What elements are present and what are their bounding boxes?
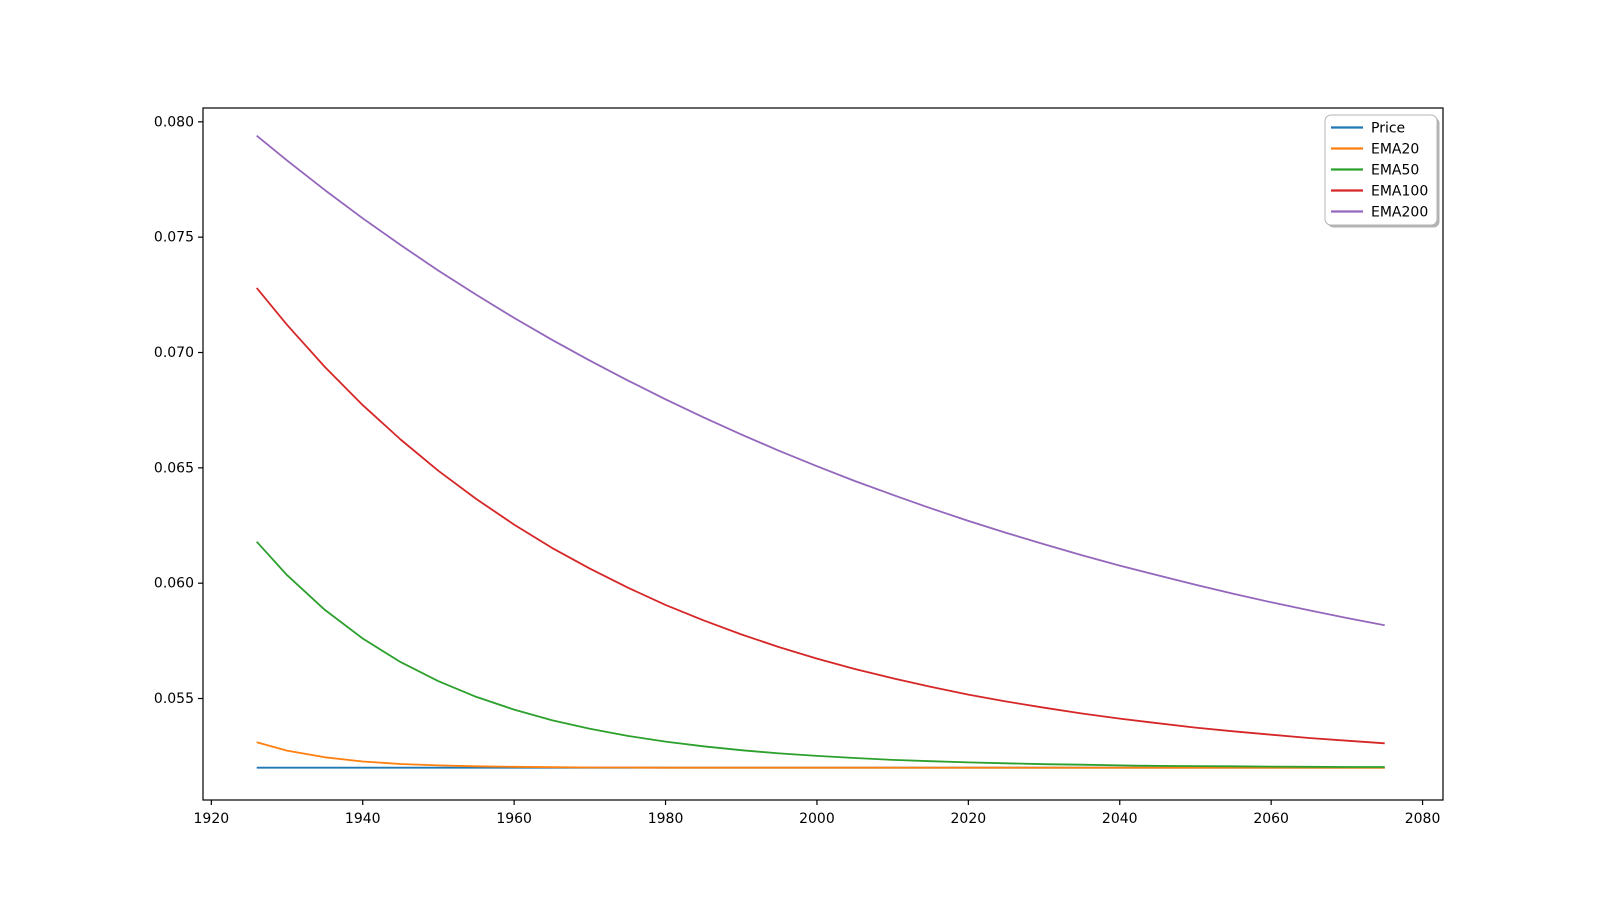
legend-item-ema100: EMA100 xyxy=(1331,184,1428,200)
legend-label: Price xyxy=(1371,121,1405,137)
line-ema100 xyxy=(256,287,1385,745)
x-tick-label: 2080 xyxy=(1405,811,1441,827)
legend: Price EMA20 EMA50 EMA100 EMA200 xyxy=(1324,114,1440,228)
plot-frame xyxy=(202,107,1444,801)
legend-item-ema50: EMA50 xyxy=(1331,163,1419,179)
line-ema20 xyxy=(256,741,1385,769)
legend-label: EMA100 xyxy=(1371,184,1428,200)
y-tick-label: 0.075 xyxy=(154,230,194,246)
x-tick-label: 1960 xyxy=(496,811,532,827)
x-tick-label: 2040 xyxy=(1102,811,1138,827)
x-tick-label: 1980 xyxy=(648,811,684,827)
legend-box xyxy=(1324,114,1438,226)
legend-label: EMA20 xyxy=(1371,142,1419,158)
legend-item-ema200: EMA200 xyxy=(1331,205,1428,221)
x-tick-label: 2060 xyxy=(1253,811,1289,827)
line-ema200 xyxy=(256,135,1385,627)
y-tick-label: 0.080 xyxy=(154,114,194,130)
line-ema50 xyxy=(256,541,1385,768)
x-tick-label: 1920 xyxy=(194,811,230,827)
y-tick-label: 0.060 xyxy=(154,576,194,592)
legend-label: EMA50 xyxy=(1371,163,1419,179)
y-tick-label: 0.070 xyxy=(154,345,194,361)
legend-item-ema20: EMA20 xyxy=(1331,142,1419,158)
y-tick-label: 0.055 xyxy=(154,691,194,707)
legend-item-price: Price xyxy=(1331,121,1405,137)
y-tick-label: 0.065 xyxy=(154,460,194,476)
x-tick-label: 2000 xyxy=(799,811,835,827)
x-tick-label: 2020 xyxy=(951,811,987,827)
x-tick-label: 1940 xyxy=(345,811,381,827)
legend-label: EMA200 xyxy=(1371,205,1428,221)
